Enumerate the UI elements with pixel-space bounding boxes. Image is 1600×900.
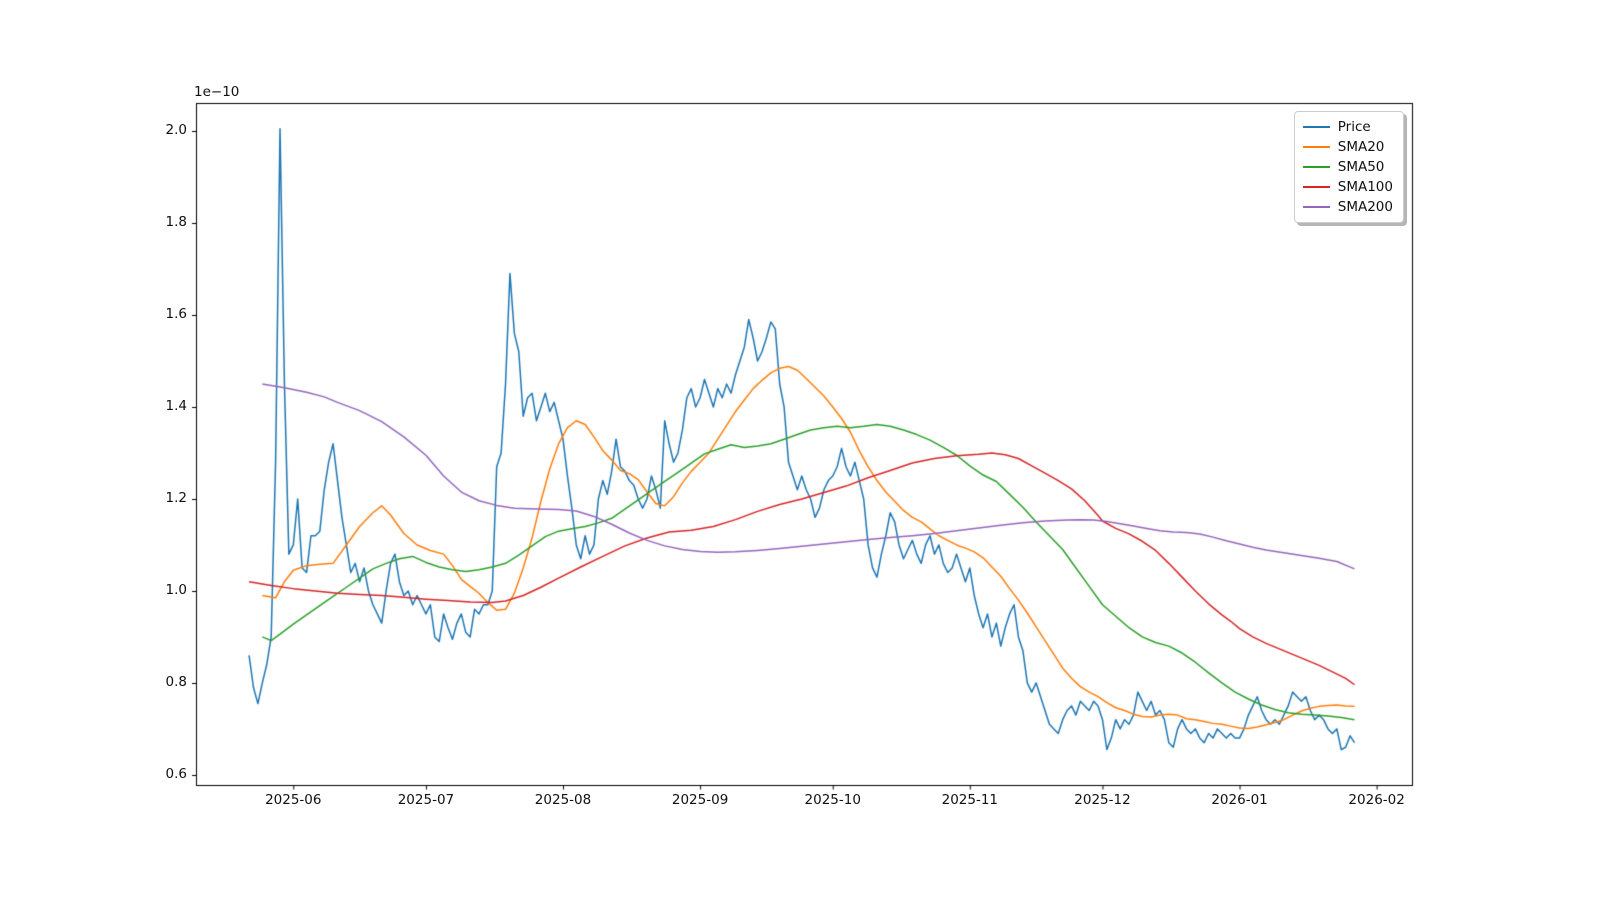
legend-line-sample [1302,186,1330,188]
x-tick-label: 2025-06 [265,792,322,808]
y-tick-label: 1.0 [165,581,187,598]
legend-label: SMA100 [1337,179,1393,195]
legend-label: SMA20 [1337,139,1385,155]
x-tick-label: 2025-10 [804,792,861,808]
y-tick-label: 2.0 [165,122,187,139]
legend-entry: SMA100 [1302,177,1393,197]
legend-entry: SMA20 [1302,137,1393,157]
x-tick-label: 2025-07 [397,792,455,808]
legend-line-sample [1302,206,1330,208]
legend-label: SMA200 [1337,199,1393,215]
legend-entry: SMA50 [1302,157,1393,177]
y-tick-label: 1.2 [165,489,187,506]
y-tick-label: 1.4 [165,397,187,414]
legend-line-sample [1302,126,1330,128]
y-axis-offset-label: 1e−10 [194,84,240,100]
x-tick-label: 2025-08 [534,792,592,808]
legend-line-sample [1302,166,1330,168]
x-tick-label: 2025-12 [1074,792,1131,808]
x-tick-label: 2025-09 [671,792,729,808]
legend-entry: SMA200 [1302,197,1393,217]
y-tick-label: 0.8 [165,673,187,690]
legend-label: Price [1337,119,1371,135]
x-tick-label: 2026-01 [1211,792,1268,808]
legend-entry: Price [1302,117,1393,137]
x-tick-label: 2026-02 [1348,792,1405,808]
legend: Price SMA20 SMA50 SMA100 SMA200 [1293,111,1404,223]
y-tick-label: 1.8 [165,214,187,231]
y-tick-label: 0.6 [165,765,187,782]
legend-label: SMA50 [1337,159,1385,175]
y-tick-label: 1.6 [165,306,187,322]
legend-line-sample [1302,146,1330,148]
x-tick-label: 2025-11 [941,792,999,808]
